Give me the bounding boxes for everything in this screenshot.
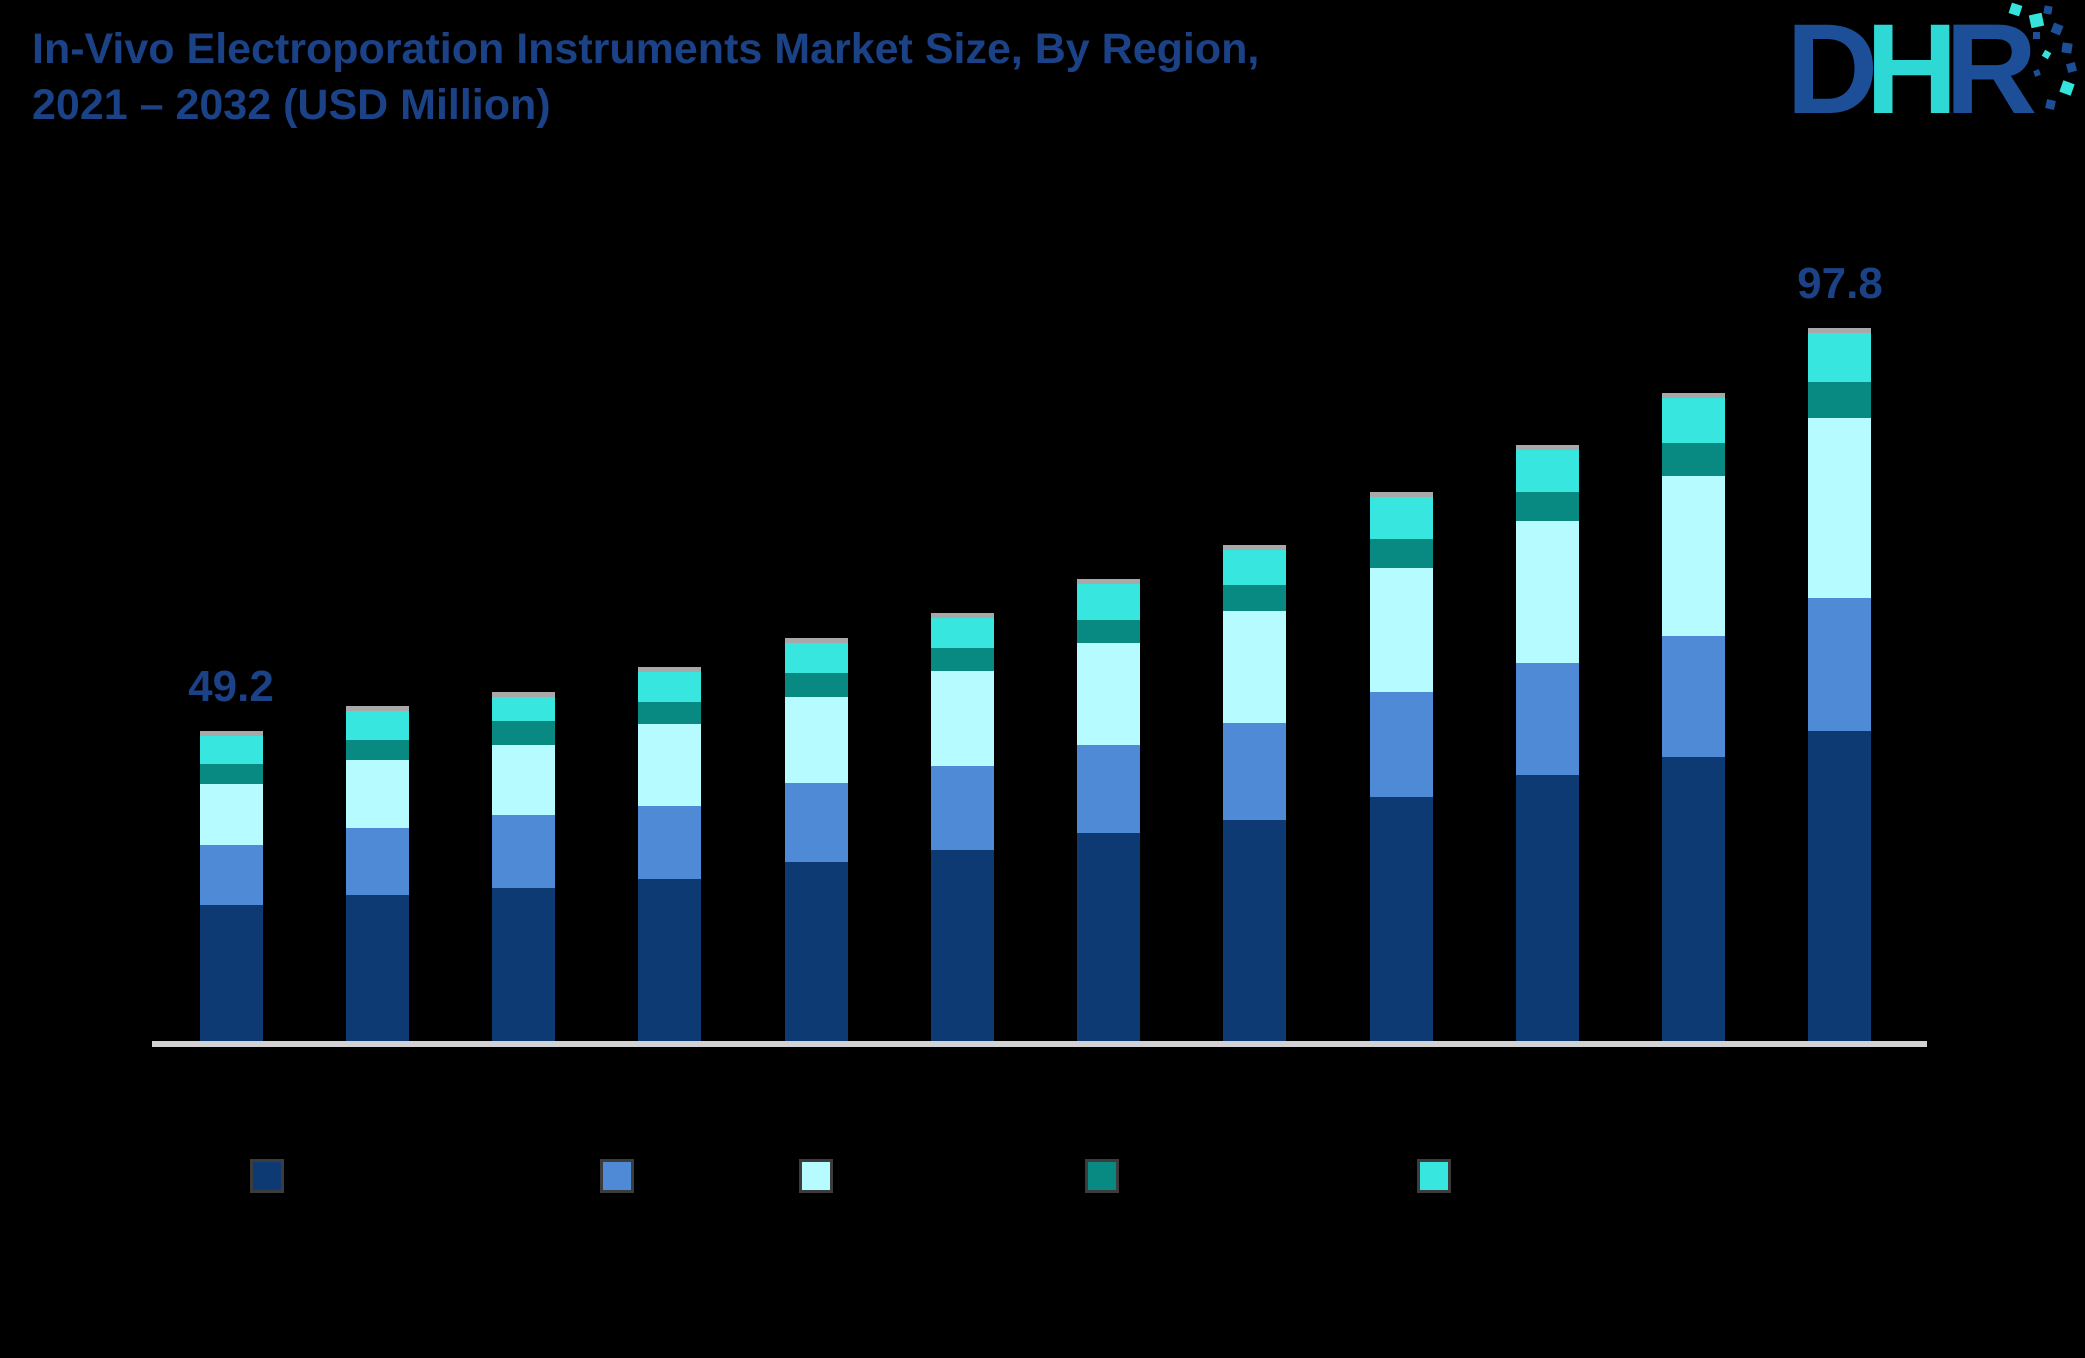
bar-2030-segment-turquoise — [1515, 449, 1579, 493]
bar-2027-segment-navy — [1077, 833, 1141, 1041]
bar-2029-segment-navy — [1369, 797, 1433, 1041]
bar-2025-segment-pale-cyan — [784, 697, 848, 783]
bar-2023-segment-navy — [492, 887, 556, 1041]
legend-swatch-pale-cyan — [799, 1159, 833, 1193]
legend-swatch-medium-blue — [600, 1159, 634, 1193]
logo-dot — [2045, 99, 2056, 110]
bar-2028 — [1223, 549, 1287, 1041]
bar-2032-segment-dark-teal — [1808, 382, 1872, 419]
bar-2032-segment-pale-cyan — [1808, 418, 1872, 598]
bar-2031-segment-navy — [1662, 757, 1726, 1041]
logo-dot — [2061, 42, 2073, 54]
bar-2027 — [1077, 584, 1141, 1041]
bar-2022-segment-pale-cyan — [345, 759, 409, 828]
bar-2021-segment-dark-teal — [199, 763, 263, 785]
logo-dot — [2041, 49, 2052, 60]
logo-dot — [2059, 80, 2075, 96]
bar-2022-segment-navy — [345, 895, 409, 1041]
bar-2021-segment-pale-cyan — [199, 784, 263, 845]
bar-2026-segment-navy — [930, 849, 994, 1041]
bar-2028-segment-pale-cyan — [1223, 611, 1287, 724]
bar-2031-segment-pale-cyan — [1662, 476, 1726, 636]
logo-letter-r: R — [1944, 0, 2038, 141]
legend-swatch-navy — [250, 1159, 284, 1193]
bar-2023-segment-medium-blue — [492, 815, 556, 888]
bar-2032-segment-medium-blue — [1808, 597, 1872, 732]
bar-2025-segment-turquoise — [784, 642, 848, 673]
bar-2024-segment-dark-teal — [638, 702, 702, 725]
bar-2027-segment-medium-blue — [1077, 744, 1141, 834]
bar-2027-segment-pale-cyan — [1077, 642, 1141, 745]
bar-2026 — [930, 617, 994, 1041]
chart-title-line2: 2021 – 2032 (USD Million) — [32, 80, 551, 129]
bar-2027-segment-dark-teal — [1077, 619, 1141, 643]
logo-dot — [2043, 5, 2053, 15]
bar-2025 — [784, 642, 848, 1041]
bar-2029-segment-medium-blue — [1369, 692, 1433, 797]
bar-2025-segment-medium-blue — [784, 782, 848, 862]
bar-2031-segment-medium-blue — [1662, 635, 1726, 758]
bar-2023-segment-pale-cyan — [492, 745, 556, 816]
bar-2031-segment-dark-teal — [1662, 443, 1726, 477]
legend-swatch-turquoise — [1417, 1159, 1451, 1193]
bar-value-label-2021: 49.2 — [188, 662, 274, 712]
bar-2023-segment-dark-teal — [492, 721, 556, 746]
bar-2025-segment-dark-teal — [784, 672, 848, 698]
bar-2029 — [1369, 497, 1433, 1041]
bar-2032-segment-navy — [1808, 731, 1872, 1041]
bar-2029-segment-dark-teal — [1369, 539, 1433, 569]
logo-letter-d: D — [1786, 0, 1879, 141]
logo-dot — [2033, 32, 2040, 39]
bar-2031-segment-turquoise — [1662, 398, 1726, 444]
bar-2031 — [1662, 398, 1726, 1041]
bar-2023 — [492, 696, 556, 1041]
chart-title: In-Vivo Electroporation Instruments Mark… — [32, 22, 1532, 134]
dhr-logo-letters: DHR — [1786, 0, 2038, 141]
bar-2030-segment-medium-blue — [1515, 662, 1579, 775]
dhr-logo: DHR — [1786, 0, 2085, 141]
bar-2025-segment-navy — [784, 861, 848, 1041]
chart-title-line1: In-Vivo Electroporation Instruments Mark… — [32, 25, 1260, 73]
bar-2022-segment-dark-teal — [345, 739, 409, 760]
x-axis-line — [152, 1041, 1927, 1047]
bar-2021 — [199, 736, 263, 1041]
bar-2026-segment-pale-cyan — [930, 671, 994, 767]
bar-2024-segment-turquoise — [638, 671, 702, 703]
bar-2028-segment-navy — [1223, 820, 1287, 1041]
bar-value-label-2032: 97.8 — [1797, 258, 1883, 308]
bar-2026-segment-dark-teal — [930, 647, 994, 672]
bar-2026-segment-medium-blue — [930, 766, 994, 850]
bar-2021-segment-medium-blue — [199, 844, 263, 906]
logo-dot — [2065, 61, 2078, 74]
legend-swatch-dark-teal — [1085, 1159, 1119, 1193]
bar-2024 — [638, 671, 702, 1041]
logo-dot — [2033, 69, 2041, 77]
bar-2028-segment-turquoise — [1223, 549, 1287, 585]
bar-2030-segment-navy — [1515, 774, 1579, 1041]
bar-2021-segment-navy — [199, 905, 263, 1041]
bar-2029-segment-pale-cyan — [1369, 568, 1433, 693]
logo-dot — [2028, 12, 2045, 29]
bar-2024-segment-medium-blue — [638, 805, 702, 879]
bar-2026-segment-turquoise — [930, 617, 994, 648]
bar-2028-segment-medium-blue — [1223, 723, 1287, 821]
logo-dot — [2050, 22, 2064, 36]
bar-2030 — [1515, 449, 1579, 1041]
logo-letter-h: H — [1865, 0, 1958, 141]
bar-2022-segment-turquoise — [345, 710, 409, 740]
bar-2030-segment-pale-cyan — [1515, 521, 1579, 663]
bar-2030-segment-dark-teal — [1515, 492, 1579, 522]
bar-2022-segment-medium-blue — [345, 827, 409, 896]
bar-2027-segment-turquoise — [1077, 584, 1141, 620]
bar-2032 — [1808, 332, 1872, 1041]
bar-2032-segment-turquoise — [1808, 332, 1872, 383]
bar-2029-segment-turquoise — [1369, 497, 1433, 540]
bar-2021-segment-turquoise — [199, 736, 263, 764]
bar-2024-segment-pale-cyan — [638, 724, 702, 806]
bar-2023-segment-turquoise — [492, 696, 556, 722]
bar-2024-segment-navy — [638, 879, 702, 1041]
bar-2022 — [345, 710, 409, 1041]
bar-2028-segment-dark-teal — [1223, 584, 1287, 612]
